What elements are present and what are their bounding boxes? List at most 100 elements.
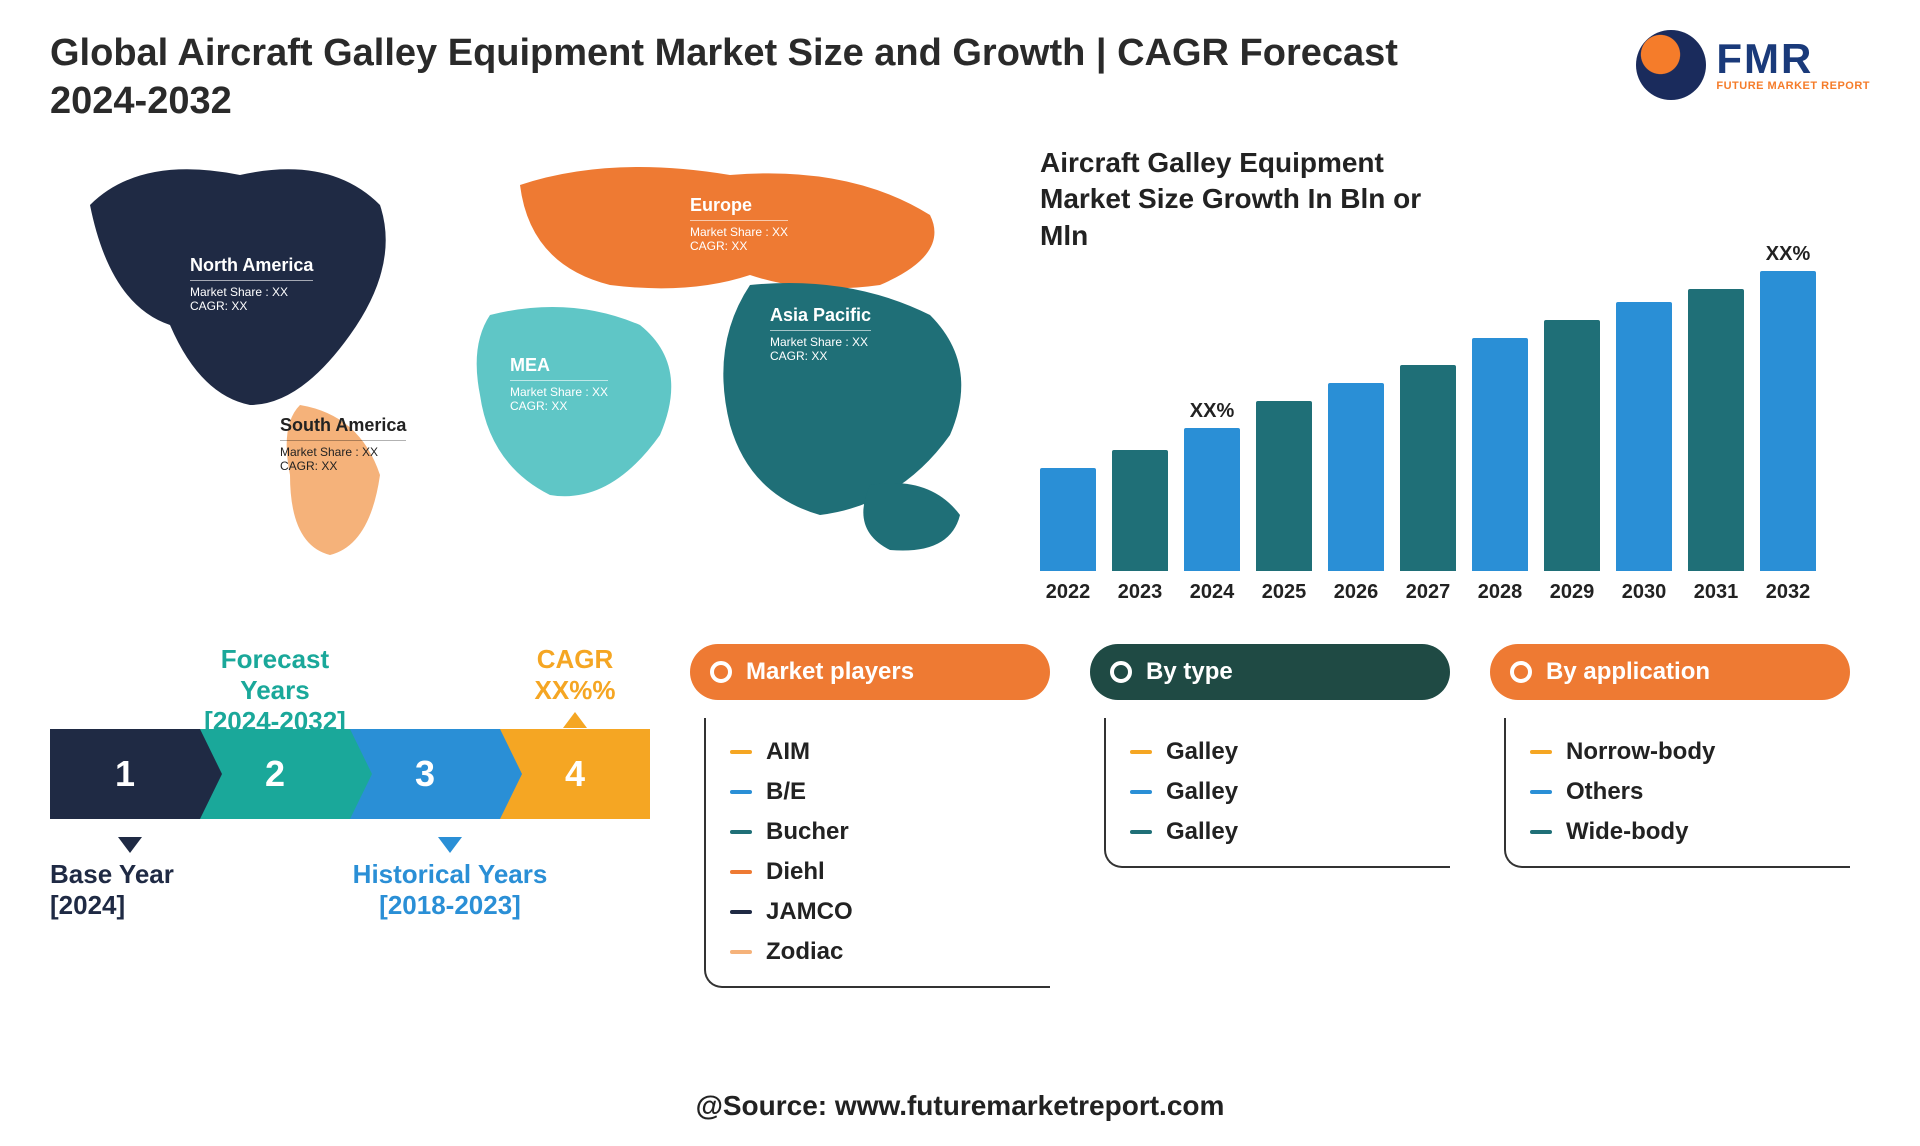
bar (1256, 401, 1312, 571)
chart-title: Aircraft Galley Equipment Market Size Gr… (1040, 145, 1460, 254)
pill-label: By type (1146, 658, 1233, 686)
list-item: Wide-body (1530, 812, 1840, 852)
arrow-up-icon (563, 712, 587, 728)
tick-icon (730, 870, 752, 874)
region-australia (863, 483, 960, 551)
bar-year-label: 2023 (1118, 581, 1163, 604)
bar (1688, 289, 1744, 571)
bar (1184, 428, 1240, 571)
bar (1112, 450, 1168, 571)
bar-year-label: 2024 (1190, 581, 1235, 604)
list-item: Galley (1130, 772, 1440, 812)
bar (1616, 302, 1672, 571)
by-type-col: By type Galley Galley Galley (1090, 644, 1450, 868)
bar-col: 2031 (1688, 289, 1744, 604)
header: Global Aircraft Galley Equipment Market … (50, 30, 1870, 125)
list-item: Galley (1130, 812, 1440, 852)
bar-year-label: 2027 (1406, 581, 1451, 604)
list-item: Others (1530, 772, 1840, 812)
logo-fmr-text: FMR (1716, 38, 1870, 80)
list-item-label: Others (1566, 778, 1643, 806)
bar-year-label: 2028 (1478, 581, 1523, 604)
arrow-down-icon (438, 837, 462, 853)
pill-label: By application (1546, 658, 1710, 686)
list-item: Bucher (730, 812, 1040, 852)
list-item-label: Zodiac (766, 938, 843, 966)
logo-icon (1636, 30, 1706, 100)
list-item: JAMCO (730, 892, 1040, 932)
pill-by-type: By type (1090, 644, 1450, 700)
pill-dot-icon (1510, 661, 1532, 683)
list-item: AIM (730, 732, 1040, 772)
bar-year-label: 2029 (1550, 581, 1595, 604)
list-item-label: Wide-body (1566, 818, 1688, 846)
list-item-label: JAMCO (766, 898, 853, 926)
tick-icon (1530, 790, 1552, 794)
bar-top-label: XX% (1190, 400, 1234, 423)
list-item-label: Galley (1166, 738, 1238, 766)
mid-row: North America Market Share : XXCAGR: XX … (50, 145, 1870, 604)
bar-year-label: 2026 (1334, 581, 1379, 604)
bar (1472, 338, 1528, 571)
list-item-label: Galley (1166, 818, 1238, 846)
type-list: Galley Galley Galley (1104, 718, 1450, 868)
tick-icon (1530, 750, 1552, 754)
label-mea: MEA Market Share : XXCAGR: XX (510, 355, 608, 413)
list-item-label: AIM (766, 738, 810, 766)
historical-label: Historical Years[2018-2023] (340, 837, 560, 921)
bar-year-label: 2022 (1046, 581, 1091, 604)
chevron-1: 1 (50, 729, 200, 819)
fmr-logo: FMR FUTURE MARKET REPORT (1636, 30, 1870, 100)
bar-col: 2026 (1328, 383, 1384, 604)
world-map: North America Market Share : XXCAGR: XX … (50, 145, 1010, 565)
tick-icon (730, 790, 752, 794)
bar-col: 2027 (1400, 365, 1456, 604)
bar (1400, 365, 1456, 571)
pill-dot-icon (710, 661, 732, 683)
list-item: Zodiac (730, 932, 1040, 972)
label-na: North America Market Share : XXCAGR: XX (190, 255, 313, 313)
tick-icon (730, 910, 752, 914)
timeline: Forecast Years[2024-2032] CAGRXX%% 1 2 3… (50, 644, 650, 921)
tick-icon (730, 830, 752, 834)
bar-year-label: 2025 (1262, 581, 1307, 604)
pill-dot-icon (1110, 661, 1132, 683)
logo-subtext: FUTURE MARKET REPORT (1716, 80, 1870, 92)
tick-icon (730, 750, 752, 754)
players-list: AIM B/E Bucher Diehl JAMCO Zodiac (704, 718, 1050, 988)
bar-col: XX%2032 (1760, 271, 1816, 604)
list-item: B/E (730, 772, 1040, 812)
bar (1040, 468, 1096, 571)
bar-col: 2025 (1256, 401, 1312, 604)
chevron-3: 3 (350, 729, 500, 819)
bar-chart: Aircraft Galley Equipment Market Size Gr… (1040, 145, 1870, 604)
bar-col: 2022 (1040, 468, 1096, 604)
bar-year-label: 2030 (1622, 581, 1667, 604)
list-item-label: B/E (766, 778, 806, 806)
page-title: Global Aircraft Galley Equipment Market … (50, 30, 1400, 125)
pill-by-application: By application (1490, 644, 1850, 700)
list-item-label: Diehl (766, 858, 825, 886)
tick-icon (1530, 830, 1552, 834)
chevron-4: 4 (500, 729, 650, 819)
pill-market-players: Market players (690, 644, 1050, 700)
bar (1760, 271, 1816, 571)
lower-row: Forecast Years[2024-2032] CAGRXX%% 1 2 3… (50, 644, 1870, 988)
bars-wrap: 2022 2023 XX% 2024 2025 2026 2027 2028 2029 2030 2… (1040, 274, 1870, 604)
label-sa: South America Market Share : XXCAGR: XX (280, 415, 406, 473)
bar-year-label: 2031 (1694, 581, 1739, 604)
by-application-col: By application Norrow-body Others Wide-bod… (1490, 644, 1850, 868)
bar-col: 2028 (1472, 338, 1528, 604)
source-attribution: @Source: www.futuremarketreport.com (0, 1090, 1920, 1122)
tick-icon (1130, 830, 1152, 834)
bar (1328, 383, 1384, 571)
tick-icon (1130, 790, 1152, 794)
list-item: Norrow-body (1530, 732, 1840, 772)
bar-year-label: 2032 (1766, 581, 1811, 604)
list-item-label: Galley (1166, 778, 1238, 806)
list-item-label: Norrow-body (1566, 738, 1715, 766)
base-year-label: Base Year[2024] (50, 837, 210, 921)
chevrons: 1 2 3 4 (50, 729, 650, 819)
tick-icon (730, 950, 752, 954)
bar (1544, 320, 1600, 571)
